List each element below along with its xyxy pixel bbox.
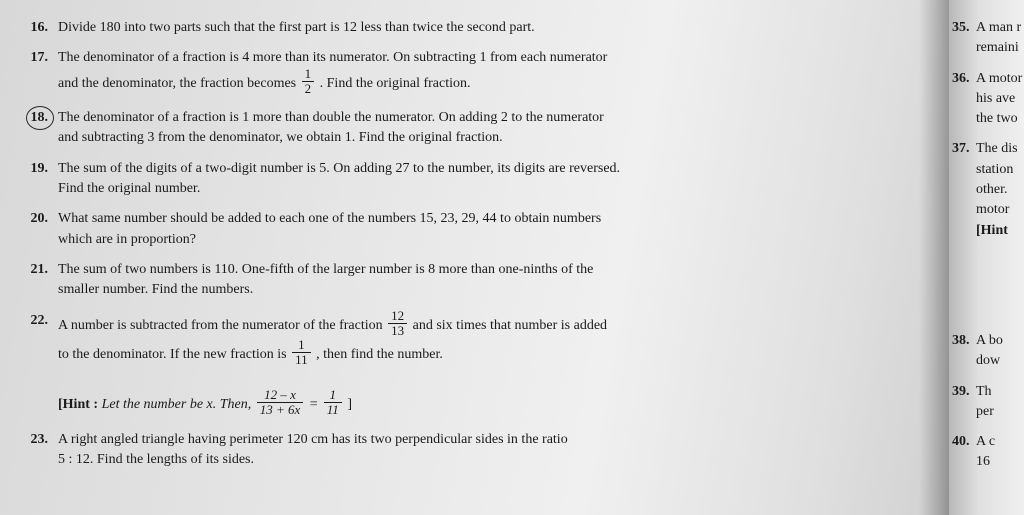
text-line: his ave: [976, 91, 1015, 106]
question-21: 21. The sum of two numbers is 110. One-f…: [20, 260, 920, 301]
text-line: , then find the number.: [316, 347, 443, 362]
question-number: 37.: [952, 139, 976, 240]
text-line: The sum of the digits of a two-digit num…: [58, 161, 620, 176]
fraction: 12 – x13 + 6x: [257, 388, 304, 418]
text-line: The denominator of a fraction is 4 more …: [58, 50, 607, 65]
text-line: smaller number. Find the numbers.: [58, 282, 253, 297]
text-line: per: [976, 404, 994, 419]
question-text: What same number should be added to each…: [58, 209, 920, 250]
fraction: 1213: [388, 309, 407, 339]
question-number: 21.: [20, 260, 58, 301]
text-line: 16: [976, 454, 990, 469]
question-22: 22. A number is subtracted from the nume…: [20, 311, 920, 420]
question-number: 20.: [20, 209, 58, 250]
question-38: 38. A bo dow: [952, 331, 1024, 372]
question-number: 23.: [20, 430, 58, 471]
question-18: 18. The denominator of a fraction is 1 m…: [20, 108, 920, 149]
question-text: A bo dow: [976, 331, 1003, 372]
question-16: 16. Divide 180 into two parts such that …: [20, 18, 920, 38]
text-line: and subtracting 3 from the denominator, …: [58, 130, 503, 145]
text-line: [Hint: [976, 223, 1008, 238]
question-40: 40. A c 16: [952, 432, 1024, 473]
question-37: 37. The dis station other. motor [Hint: [952, 139, 1024, 240]
question-number: 36.: [952, 69, 976, 130]
text-line: Find the original number.: [58, 181, 200, 196]
fraction: 111: [324, 388, 342, 418]
text-line: A man r: [976, 20, 1021, 35]
question-number: 35.: [952, 18, 976, 59]
fraction: 12: [302, 67, 315, 97]
text-line: other.: [976, 182, 1008, 197]
question-text: A motor his ave the two: [976, 69, 1022, 130]
question-text: Divide 180 into two parts such that the …: [58, 18, 920, 38]
question-text: A right angled triangle having perimeter…: [58, 430, 920, 471]
question-35: 35. A man r remaini: [952, 18, 1024, 59]
fraction: 111: [292, 338, 311, 368]
question-39: 39. Th per: [952, 382, 1024, 423]
question-number: 17.: [20, 48, 58, 98]
text-line: 5 : 12. Find the lengths of its sides.: [58, 452, 254, 467]
question-20: 20. What same number should be added to …: [20, 209, 920, 250]
question-number: 40.: [952, 432, 976, 473]
text-line: and the denominator, the fraction become…: [58, 76, 300, 91]
text-line: . Find the original fraction.: [320, 76, 471, 91]
text-line: the two: [976, 111, 1018, 126]
question-text: A man r remaini: [976, 18, 1021, 59]
text-line: which are in proportion?: [58, 232, 196, 247]
text-line: motor: [976, 202, 1009, 217]
hint-label: [Hint :: [58, 397, 102, 412]
text-line: The sum of two numbers is 110. One-fifth…: [58, 262, 593, 277]
question-text: A c 16: [976, 432, 995, 473]
question-text: The denominator of a fraction is 1 more …: [58, 108, 920, 149]
text-line: The denominator of a fraction is 1 more …: [58, 110, 604, 125]
question-text: The dis station other. motor [Hint: [976, 139, 1018, 240]
hint-text: ]: [347, 397, 352, 412]
question-text: A number is subtracted from the numerato…: [58, 311, 920, 420]
question-number-circled: 18.: [20, 108, 58, 149]
text-line: The dis: [976, 141, 1018, 156]
question-17: 17. The denominator of a fraction is 4 m…: [20, 48, 920, 98]
left-column: 16. Divide 180 into two parts such that …: [20, 18, 920, 480]
text-line: remaini: [976, 40, 1019, 55]
question-36: 36. A motor his ave the two: [952, 69, 1024, 130]
text-line: Th: [976, 384, 992, 399]
text-line: and six times that number is added: [413, 318, 607, 333]
question-19: 19. The sum of the digits of a two-digit…: [20, 159, 920, 200]
text-line: A c: [976, 434, 995, 449]
question-text: Th per: [976, 382, 994, 423]
hint-text: =: [309, 397, 322, 412]
question-text: The sum of the digits of a two-digit num…: [58, 159, 920, 200]
text-line: What same number should be added to each…: [58, 211, 601, 226]
text-line: dow: [976, 353, 1000, 368]
question-text: The denominator of a fraction is 4 more …: [58, 48, 920, 98]
text-line: A number is subtracted from the numerato…: [58, 318, 386, 333]
text-line: station: [976, 162, 1013, 177]
question-number: 39.: [952, 382, 976, 423]
question-number: 16.: [20, 18, 58, 38]
text-line: A right angled triangle having perimeter…: [58, 432, 568, 447]
question-number: 38.: [952, 331, 976, 372]
text-line: A motor: [976, 71, 1022, 86]
question-text: The sum of two numbers is 110. One-fifth…: [58, 260, 920, 301]
question-number: 19.: [20, 159, 58, 200]
hint-text: Let the number be x. Then,: [102, 397, 255, 412]
text-line: A bo: [976, 333, 1003, 348]
right-column: 35. A man r remaini 36. A motor his ave …: [952, 18, 1024, 483]
question-23: 23. A right angled triangle having perim…: [20, 430, 920, 471]
question-number: 22.: [20, 311, 58, 420]
text-line: to the denominator. If the new fraction …: [58, 347, 290, 362]
